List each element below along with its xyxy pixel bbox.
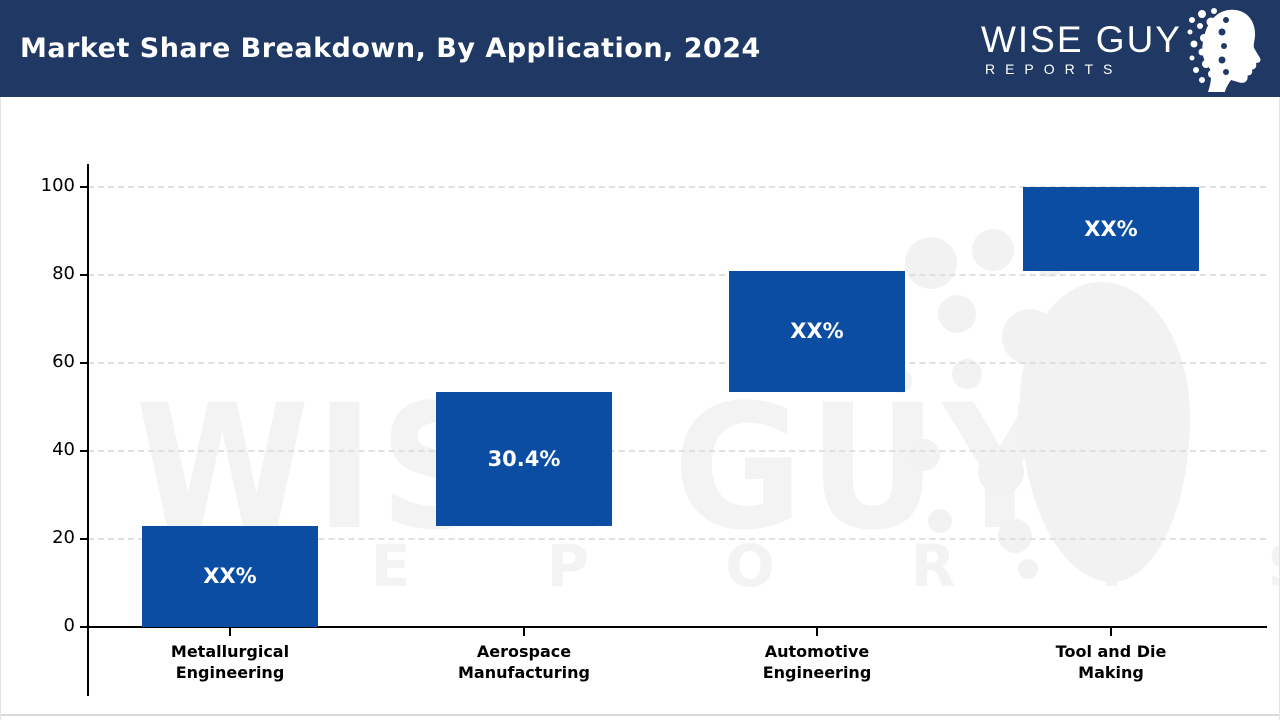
gridline	[88, 362, 1266, 364]
market-share-bar: XX%	[1023, 187, 1199, 271]
bar-value-label: XX%	[1084, 216, 1138, 241]
gridline	[88, 450, 1266, 452]
y-axis-line	[87, 164, 89, 696]
wise-guy-reports-logo: WISE GUY REPORTS	[981, 6, 1280, 92]
y-tick-label: 100	[40, 175, 75, 196]
y-tick-mark	[80, 362, 88, 364]
watermark-dot	[905, 237, 957, 289]
x-category-label: Aerospace Manufacturing	[458, 642, 590, 682]
x-tick-mark	[1110, 628, 1112, 636]
x-category-label: Automotive Engineering	[762, 642, 872, 682]
watermark-dot	[1018, 379, 1082, 443]
gridline	[88, 274, 1266, 276]
y-tick-mark	[80, 538, 88, 540]
watermark-dot	[1068, 519, 1118, 569]
x-axis-line	[87, 626, 1267, 628]
x-tick-mark	[229, 628, 231, 636]
bar-value-label: 30.4%	[487, 446, 561, 471]
chart-title: Market Share Breakdown, By Application, …	[20, 33, 761, 64]
header-band: Market Share Breakdown, By Application, …	[0, 0, 1280, 97]
bar-value-label: XX%	[790, 319, 844, 344]
bottom-hairline	[0, 714, 1280, 716]
y-tick-label: 0	[63, 615, 75, 636]
x-category-label: Tool and Die Making	[1055, 642, 1167, 682]
watermark-dot	[1075, 297, 1099, 321]
watermark-dot	[952, 359, 982, 389]
watermark-dot	[1056, 459, 1098, 501]
market-share-bar: XX%	[729, 270, 905, 393]
y-tick-mark	[80, 274, 88, 276]
watermark-dot	[908, 439, 940, 471]
y-tick-label: 20	[52, 527, 75, 548]
y-tick-mark	[80, 626, 88, 628]
watermark-dot	[972, 229, 1014, 271]
logo-text: WISE GUY REPORTS	[981, 21, 1182, 77]
y-tick-mark	[80, 186, 88, 188]
gridline	[88, 538, 1266, 540]
watermark-dot	[978, 449, 1024, 495]
logo-wordmark: WISE GUY	[980, 18, 1182, 60]
watermark-dot	[928, 509, 952, 533]
left-edge-hairline	[0, 97, 1, 720]
watermark-dot	[1018, 559, 1038, 579]
y-tick-mark	[80, 450, 88, 452]
x-tick-mark	[816, 628, 818, 636]
market-share-bar: XX%	[142, 525, 318, 627]
logo-subtext: REPORTS	[984, 60, 1123, 77]
x-category-label: Metallurgical Engineering	[170, 642, 290, 682]
gridline	[88, 186, 1266, 188]
logo-face-icon	[1187, 7, 1261, 92]
market-share-bar: 30.4%	[436, 392, 612, 526]
y-tick-label: 40	[52, 439, 75, 460]
watermark-dot	[998, 519, 1032, 553]
watermark-dot	[938, 295, 976, 333]
y-tick-label: 60	[52, 351, 75, 372]
watermark-dot	[1112, 419, 1140, 447]
watermark-dot	[1092, 359, 1130, 397]
x-tick-mark	[523, 628, 525, 636]
chart-area: WISE GUY R E P O R T S 0 20 40 60 80 100 XX% 3…	[0, 97, 1280, 720]
watermark-dot	[1002, 309, 1058, 365]
bar-value-label: XX%	[203, 564, 257, 589]
y-tick-label: 80	[52, 263, 75, 284]
